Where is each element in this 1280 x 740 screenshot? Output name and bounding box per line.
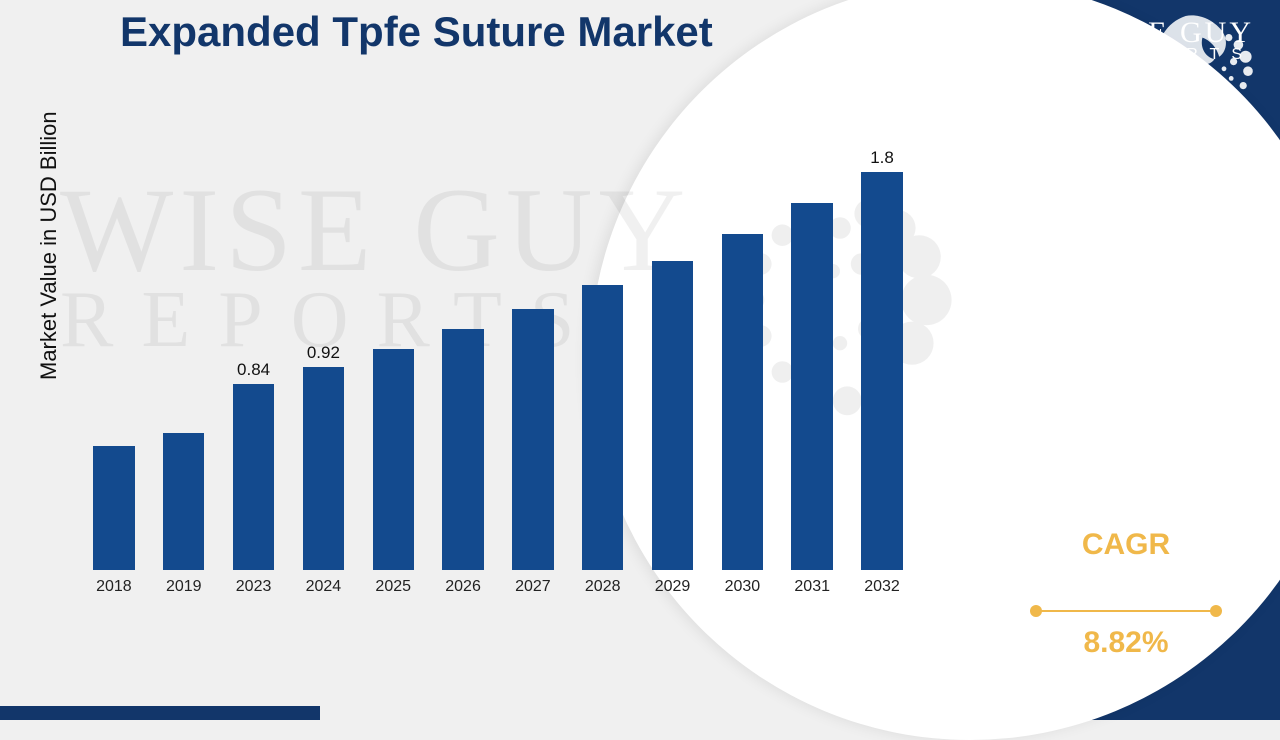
y-axis-label: Market Value in USD Billion: [36, 111, 62, 380]
bar-x-label: 2028: [585, 578, 621, 596]
bar-wrap: 2028: [577, 261, 629, 570]
cagr-divider: [1036, 610, 1216, 612]
bar: [582, 285, 623, 570]
bottom-strip: [0, 706, 320, 720]
bar-wrap: 0.922024: [297, 343, 349, 570]
bar-x-label: 2019: [166, 578, 202, 596]
bar-x-label: 2025: [375, 578, 411, 596]
bar-x-label: 2031: [794, 578, 830, 596]
bar: [722, 234, 763, 570]
bar-x-label: 2024: [306, 578, 342, 596]
bar-wrap: 2019: [158, 409, 210, 570]
chart-title: Expanded Tpfe Suture Market: [120, 8, 713, 56]
bar-x-label: 2023: [236, 578, 272, 596]
bar-wrap: 2026: [437, 305, 489, 570]
bar: [791, 203, 832, 570]
bar-wrap: 2025: [367, 325, 419, 570]
brand-logo-line1: WISE GUY: [1084, 16, 1254, 50]
bar-value-label: 1.8: [870, 148, 894, 168]
bar-x-label: 2032: [864, 578, 900, 596]
bar-value-label: 0.92: [307, 343, 340, 363]
bar-x-label: 2026: [445, 578, 481, 596]
bar-wrap: 2018: [88, 422, 140, 570]
bar: [861, 172, 902, 570]
bar-x-label: 2029: [655, 578, 691, 596]
cagr-range: (2019-2032): [996, 564, 1256, 592]
bar-wrap: 2030: [716, 210, 768, 570]
bar: [442, 329, 483, 570]
bar-wrap: 2031: [786, 179, 838, 570]
bar-chart: 201820190.8420230.9220242025202620272028…: [88, 150, 908, 600]
bars-container: 2018 2019 0.842023 0.922024 2025 2026 2027 2028…: [88, 150, 908, 570]
cagr-title: CAGR: [996, 528, 1256, 562]
bar-wrap: 0.842023: [228, 360, 280, 570]
bar: [233, 384, 274, 570]
bar: [303, 367, 344, 570]
bar: [373, 349, 414, 570]
cagr-block: CAGR (2019-2032) 8.82%: [996, 528, 1256, 660]
bar: [512, 309, 553, 570]
brand-logo-line2: REPORTS: [1084, 46, 1254, 64]
bar-x-label: 2030: [725, 578, 761, 596]
bar-x-label: 2018: [96, 578, 132, 596]
bar-x-label: 2027: [515, 578, 551, 596]
bar-wrap: 2027: [507, 285, 559, 570]
bar-wrap: 2029: [647, 237, 699, 570]
bar: [93, 446, 134, 570]
bar: [163, 433, 204, 570]
brand-logo: WISE GUY REPORTS: [1084, 16, 1254, 64]
bar-value-label: 0.84: [237, 360, 270, 380]
bar-wrap: 1.82032: [856, 148, 908, 570]
page-canvas: WISE GUY REPORTS Expanded Tpfe Suture Ma…: [0, 0, 1280, 720]
cagr-value: 8.82%: [996, 626, 1256, 660]
bar: [652, 261, 693, 570]
